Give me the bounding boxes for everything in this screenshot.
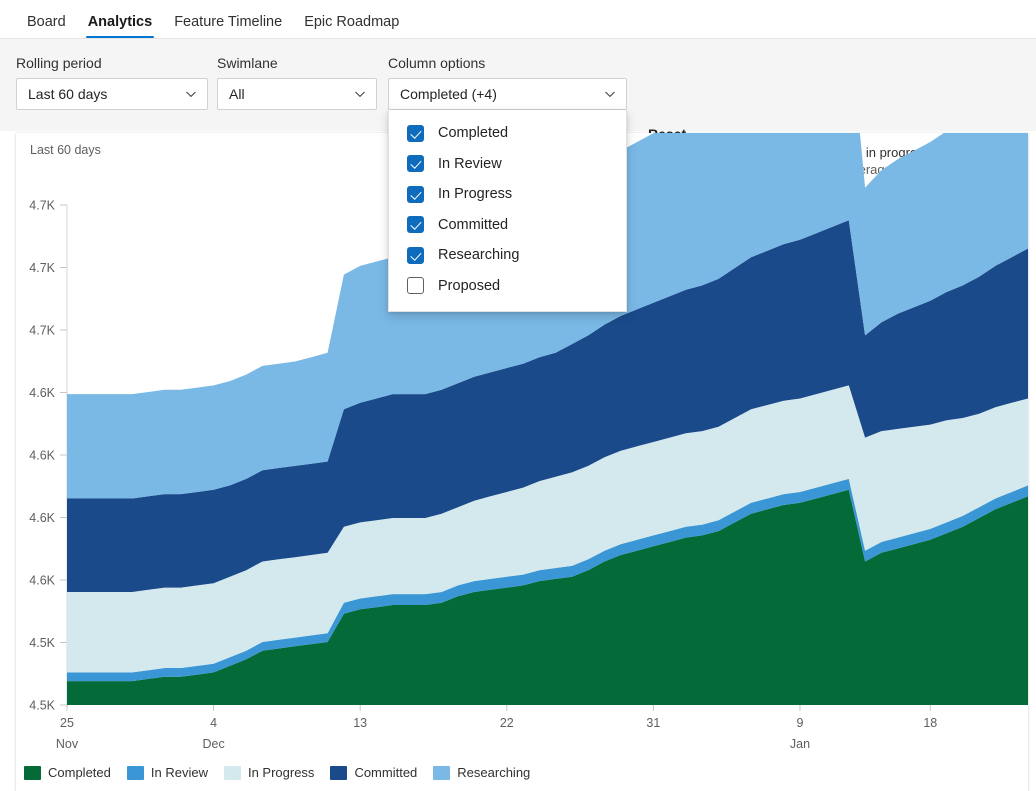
swimlane-label: Swimlane xyxy=(217,55,278,71)
x-axis-tick-label-day: 31 xyxy=(646,716,660,730)
tab-board[interactable]: Board xyxy=(16,13,77,39)
swimlane-value: All xyxy=(229,85,245,102)
stacked-area-chart[interactable]: 4.7K 4.7K 4.7K 4.6K 4.6K 4.6K 4.6K 4.5K 4.5K 25 No… xyxy=(16,133,1028,791)
chart-period-label: Last 60 days xyxy=(30,143,101,157)
checkbox-unchecked-icon[interactable] xyxy=(407,277,424,295)
checkbox-checked-icon[interactable] xyxy=(407,185,424,203)
y-axis-tick-label: 4.7K xyxy=(29,261,55,275)
dropdown-item-label: Completed xyxy=(438,125,509,142)
area-series-completed[interactable] xyxy=(67,489,1028,705)
dropdown-item-in-progress[interactable]: In Progress xyxy=(389,179,626,210)
tab-feature-timeline[interactable]: Feature Timeline xyxy=(163,13,293,39)
column-options-select[interactable]: Completed (+4) xyxy=(388,77,627,110)
y-axis-tick-label: 4.6K xyxy=(29,386,55,400)
y-axis-tick-label: 4.6K xyxy=(29,511,55,525)
legend-swatch-icon xyxy=(126,765,144,780)
y-axis-tick-label: 4.5K xyxy=(29,699,55,713)
legend-item-researching[interactable]: Researching xyxy=(433,765,530,780)
y-axis-tick-label: 4.6K xyxy=(29,574,55,588)
area-series-researching[interactable] xyxy=(67,133,1028,499)
x-axis-tick-label-day: 4 xyxy=(210,716,217,730)
x-axis-tick-label-day: 18 xyxy=(923,716,937,730)
area-series-in-progress[interactable] xyxy=(67,385,1028,673)
legend-label: In Progress xyxy=(247,765,315,780)
swimlane-group: Swimlane All xyxy=(217,55,377,110)
chart-legend: Completed In Review In Progress Committed Re… xyxy=(24,765,546,780)
dropdown-item-label: Committed xyxy=(438,216,509,233)
x-axis-tick-label-month: Nov xyxy=(56,737,79,751)
tab-epic-roadmap[interactable]: Epic Roadmap xyxy=(293,13,410,39)
legend-label: Completed xyxy=(48,765,111,780)
y-axis-tick-label: 4.5K xyxy=(29,636,55,650)
rolling-period-label: Rolling period xyxy=(16,55,102,71)
y-axis-tick-label: 4.7K xyxy=(29,199,55,213)
legend-swatch-icon xyxy=(24,765,41,780)
y-axis-tick-label: 4.6K xyxy=(29,449,55,463)
y-axis-tick-label: 4.7K xyxy=(29,324,55,338)
x-axis-tick-label-month: Jan xyxy=(790,737,810,751)
dropdown-item-researching[interactable]: Researching xyxy=(389,240,626,271)
legend-label: In Review xyxy=(150,765,208,780)
chart-card: Last 60 days Work items in progress Aver… xyxy=(16,133,1028,791)
dropdown-item-committed[interactable]: Committed xyxy=(389,210,626,241)
checkbox-checked-icon[interactable] xyxy=(407,124,424,142)
checkbox-checked-icon[interactable] xyxy=(407,246,424,264)
tab-analytics-label: Analytics xyxy=(87,13,153,30)
legend-label: Committed xyxy=(354,765,418,780)
column-options-label: Column options xyxy=(388,55,486,71)
swimlane-select[interactable]: All xyxy=(217,77,377,110)
legend-item-committed[interactable]: Committed xyxy=(330,765,417,780)
tab-bar: Board Analytics Feature Timeline Epic Ro… xyxy=(0,0,1036,39)
legend-swatch-icon xyxy=(330,765,348,780)
column-options-group: Column options Completed (+4) xyxy=(388,55,627,110)
area-series-in-review[interactable] xyxy=(67,478,1028,682)
dropdown-item-proposed[interactable]: Proposed xyxy=(389,271,626,302)
area-series-committed[interactable] xyxy=(67,220,1028,592)
x-axis-tick-label-month: Dec xyxy=(202,737,224,751)
checkbox-checked-icon[interactable] xyxy=(407,216,424,234)
dropdown-item-completed[interactable]: Completed xyxy=(389,118,626,149)
tab-board-label: Board xyxy=(27,13,66,30)
chevron-down-icon xyxy=(354,88,366,100)
x-axis-tick-label-day: 25 xyxy=(60,716,74,730)
x-axis-tick-label-day: 9 xyxy=(796,716,803,730)
legend-swatch-icon xyxy=(223,765,241,780)
dropdown-item-in-review[interactable]: In Review xyxy=(389,149,626,180)
legend-item-completed[interactable]: Completed xyxy=(24,765,111,780)
chevron-down-icon xyxy=(604,88,616,100)
tab-analytics[interactable]: Analytics xyxy=(77,13,163,39)
tab-epic-roadmap-label: Epic Roadmap xyxy=(304,13,400,30)
column-options-dropdown-menu[interactable]: Completed In Review In Progress Committed Re… xyxy=(388,110,627,312)
legend-item-in-progress[interactable]: In Progress xyxy=(223,765,315,780)
x-axis-tick-label-day: 22 xyxy=(500,716,514,730)
legend-item-in-review[interactable]: In Review xyxy=(126,765,208,780)
legend-swatch-icon xyxy=(433,765,451,780)
chevron-down-icon xyxy=(185,88,197,100)
dropdown-item-label: In Review xyxy=(438,155,502,172)
dropdown-item-label: Proposed xyxy=(438,277,501,294)
column-options-value: Completed (+4) xyxy=(400,85,497,102)
tab-feature-timeline-label: Feature Timeline xyxy=(174,13,283,30)
dropdown-item-label: In Progress xyxy=(438,186,513,203)
rolling-period-group: Rolling period Last 60 days xyxy=(16,55,208,110)
checkbox-checked-icon[interactable] xyxy=(407,155,424,173)
rolling-period-select[interactable]: Last 60 days xyxy=(16,77,208,110)
dropdown-item-label: Researching xyxy=(438,247,520,264)
rolling-period-value: Last 60 days xyxy=(28,85,108,102)
x-axis-tick-label-day: 13 xyxy=(353,716,367,730)
filter-bar: Rolling period Last 60 days Swimlane All… xyxy=(0,39,1036,142)
legend-label: Researching xyxy=(457,765,531,780)
